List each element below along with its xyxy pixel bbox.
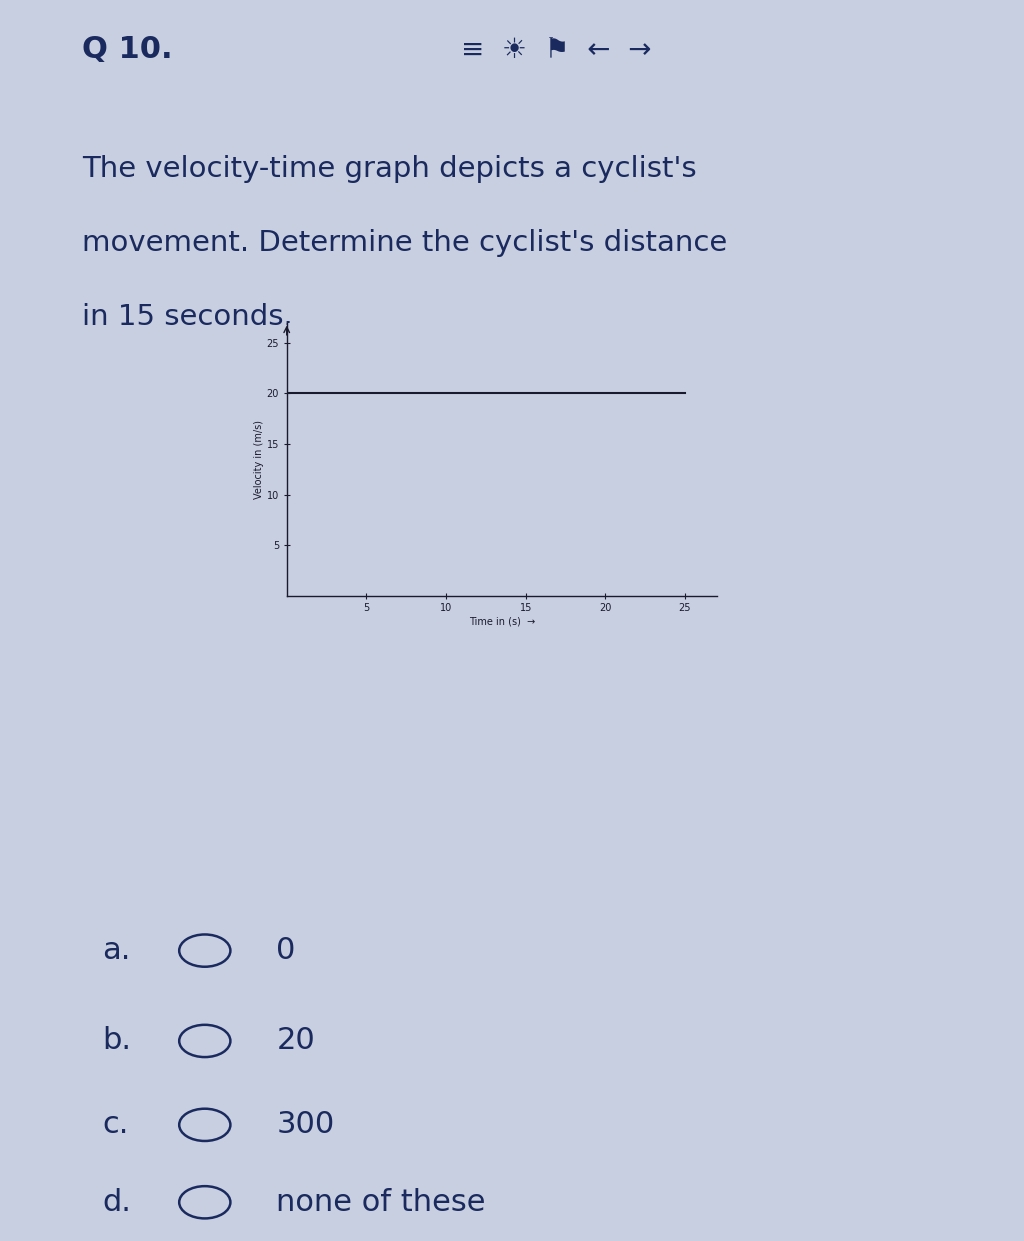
Text: d.: d. (102, 1188, 131, 1216)
Text: 20: 20 (276, 1026, 315, 1055)
Y-axis label: Velocity in (m/s): Velocity in (m/s) (254, 419, 264, 499)
Text: Q 10.: Q 10. (82, 35, 173, 65)
Text: 0: 0 (276, 936, 296, 965)
Text: in 15 seconds.: in 15 seconds. (82, 303, 293, 330)
Text: b.: b. (102, 1026, 131, 1055)
Text: a.: a. (102, 936, 131, 965)
Text: ≡  ☀  ⚑  ←  →: ≡ ☀ ⚑ ← → (461, 36, 651, 63)
Text: c.: c. (102, 1111, 129, 1139)
Text: 300: 300 (276, 1111, 335, 1139)
Text: none of these: none of these (276, 1188, 486, 1216)
Text: movement. Determine the cyclist's distance: movement. Determine the cyclist's distan… (82, 228, 727, 257)
Text: The velocity-time graph depicts a cyclist's: The velocity-time graph depicts a cyclis… (82, 155, 696, 184)
X-axis label: Time in (s)  →: Time in (s) → (469, 616, 535, 627)
